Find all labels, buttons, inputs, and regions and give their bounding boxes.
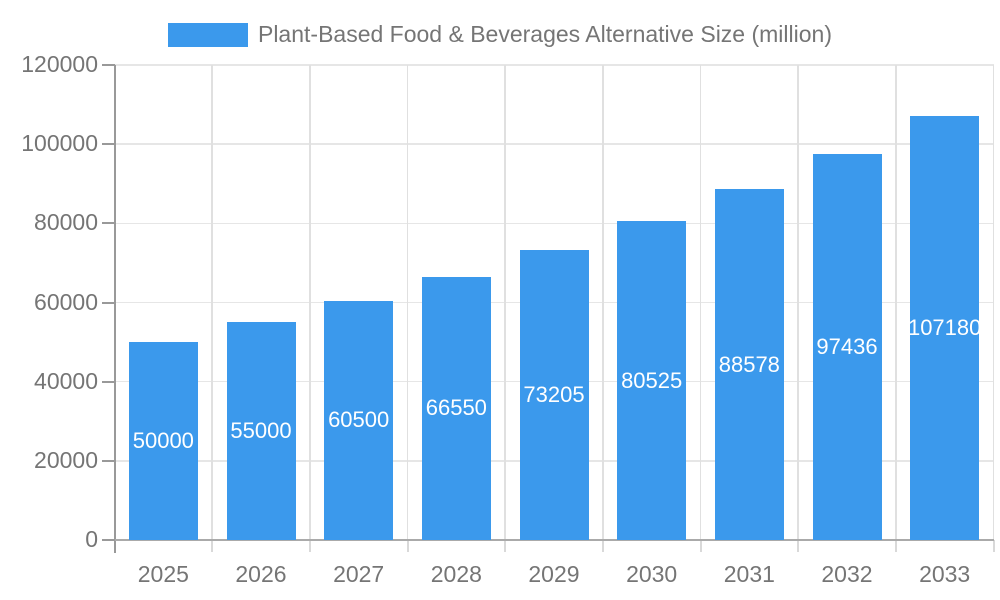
bar[interactable]: 66550 bbox=[421, 276, 491, 540]
bar-value-label: 88578 bbox=[718, 351, 780, 377]
y-tick-mark bbox=[102, 222, 115, 225]
y-tick-label: 80000 bbox=[34, 209, 98, 236]
bar-value-label: 107180 bbox=[907, 314, 982, 340]
y-gridline bbox=[114, 143, 994, 145]
bar-value-label: 55000 bbox=[230, 418, 292, 444]
x-tick-mark bbox=[894, 540, 897, 552]
x-tick-label: 2031 bbox=[723, 561, 775, 587]
x-gridline bbox=[406, 65, 409, 540]
x-tick-mark bbox=[211, 540, 214, 552]
bar[interactable]: 73205 bbox=[519, 250, 589, 540]
x-gridline bbox=[309, 65, 311, 540]
x-gridline bbox=[797, 65, 799, 540]
x-tick-label: 2028 bbox=[430, 561, 482, 587]
x-tick-label: 2027 bbox=[333, 561, 385, 587]
bar[interactable]: 55000 bbox=[226, 322, 296, 540]
x-gridline bbox=[699, 65, 702, 540]
y-tick-label: 120000 bbox=[21, 51, 98, 77]
bar[interactable]: 88578 bbox=[714, 189, 784, 540]
x-gridline bbox=[895, 65, 897, 540]
y-tick-label: 100000 bbox=[21, 130, 98, 157]
bar[interactable]: 80525 bbox=[617, 221, 687, 540]
bar-value-label: 66550 bbox=[425, 395, 487, 421]
y-tick-mark bbox=[102, 143, 115, 146]
legend-swatch[interactable] bbox=[167, 22, 248, 47]
x-tick-label: 2033 bbox=[919, 561, 971, 587]
bar-value-label: 50000 bbox=[132, 428, 194, 454]
y-tick-mark bbox=[102, 459, 115, 462]
x-tick-mark bbox=[797, 540, 800, 552]
x-gridline bbox=[211, 65, 213, 540]
x-tick-label: 2029 bbox=[528, 561, 580, 587]
y-axis-line bbox=[113, 65, 116, 553]
bar-value-label: 80525 bbox=[621, 367, 683, 393]
x-tick-mark bbox=[699, 540, 702, 552]
x-gridline bbox=[992, 65, 995, 540]
x-tick-label: 2026 bbox=[235, 561, 287, 587]
x-tick-label: 2032 bbox=[821, 561, 873, 587]
x-tick-mark bbox=[308, 540, 311, 552]
y-tick-label: 60000 bbox=[34, 288, 98, 315]
bar[interactable]: 60500 bbox=[324, 300, 394, 540]
y-gridline bbox=[114, 222, 994, 225]
x-tick-mark bbox=[992, 540, 995, 552]
x-tick-mark bbox=[601, 540, 604, 552]
x-gridline bbox=[602, 65, 604, 540]
bar-value-label: 97436 bbox=[816, 334, 878, 360]
y-tick-label: 20000 bbox=[34, 446, 98, 473]
y-tick-mark bbox=[102, 301, 115, 304]
x-tick-mark bbox=[406, 540, 409, 552]
y-tick-mark bbox=[102, 539, 115, 541]
x-tick-label: 2030 bbox=[626, 561, 678, 587]
y-tick-label: 40000 bbox=[34, 367, 98, 394]
y-tick-mark bbox=[102, 380, 115, 383]
legend-label[interactable]: Plant-Based Food & Beverages Alternative… bbox=[257, 21, 832, 47]
bar[interactable]: 50000 bbox=[128, 342, 198, 540]
legend[interactable]: Plant-Based Food & Beverages Alternative… bbox=[0, 21, 1000, 48]
y-tick-label: 0 bbox=[85, 526, 98, 552]
bar[interactable]: 107180 bbox=[907, 115, 982, 540]
bar-value-label: 73205 bbox=[523, 382, 585, 408]
y-gridline bbox=[114, 64, 994, 66]
y-tick-mark bbox=[102, 64, 115, 66]
x-gridline bbox=[504, 65, 506, 540]
x-axis-line bbox=[114, 539, 994, 541]
bar[interactable]: 97436 bbox=[812, 154, 882, 540]
bar-value-label: 60500 bbox=[328, 407, 390, 433]
x-tick-mark bbox=[504, 540, 507, 552]
x-tick-label: 2025 bbox=[137, 561, 189, 587]
